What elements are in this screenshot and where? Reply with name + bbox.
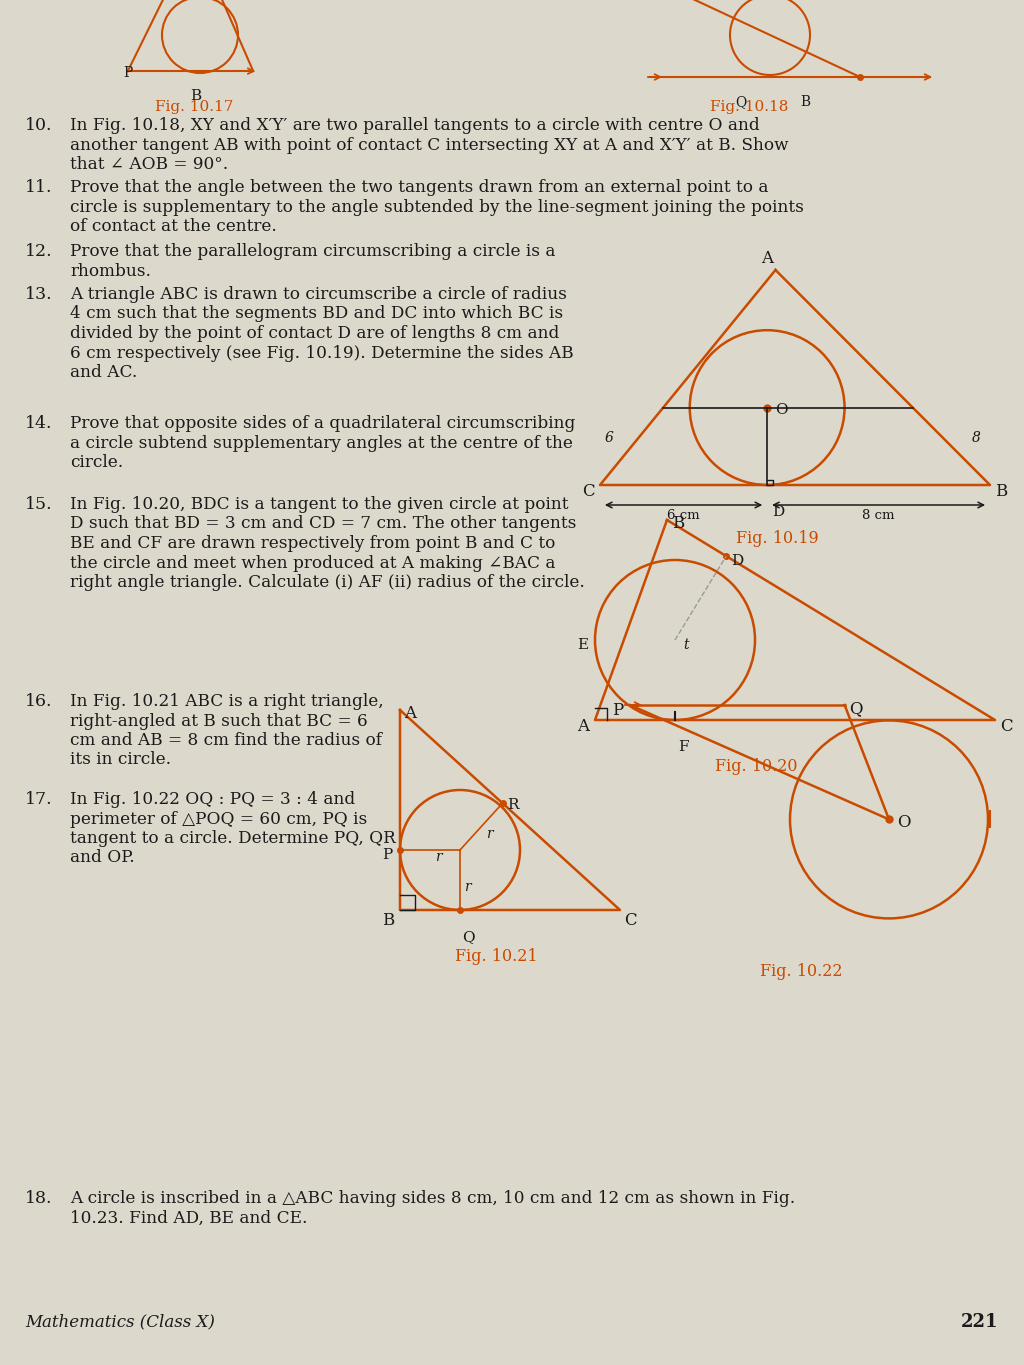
Text: In Fig. 10.18, XY and X′Y′ are two parallel tangents to a circle with centre O a: In Fig. 10.18, XY and X′Y′ are two paral…: [70, 117, 760, 134]
Text: Q: Q: [462, 930, 475, 945]
Text: D: D: [731, 554, 743, 568]
Text: r: r: [435, 850, 441, 864]
Text: 16.: 16.: [25, 693, 52, 710]
Text: a circle subtend supplementary angles at the centre of the: a circle subtend supplementary angles at…: [70, 434, 572, 452]
Text: BE and CF are drawn respectively from point B and C to: BE and CF are drawn respectively from po…: [70, 535, 555, 551]
Text: C: C: [1000, 718, 1013, 734]
Text: t: t: [683, 637, 688, 652]
Text: Prove that opposite sides of a quadrilateral circumscribing: Prove that opposite sides of a quadrilat…: [70, 415, 575, 431]
Text: P: P: [123, 66, 132, 81]
Text: 15.: 15.: [25, 495, 52, 513]
Text: 10.: 10.: [25, 117, 52, 134]
Text: A: A: [404, 704, 416, 722]
Text: Fig. 10.19: Fig. 10.19: [736, 530, 819, 547]
Text: R: R: [508, 799, 519, 812]
Text: C: C: [624, 912, 637, 930]
Text: E: E: [577, 637, 588, 652]
Text: divided by the point of contact D are of lengths 8 cm and: divided by the point of contact D are of…: [70, 325, 559, 343]
Text: Prove that the parallelogram circumscribing a circle is a: Prove that the parallelogram circumscrib…: [70, 243, 555, 259]
Text: A: A: [762, 250, 773, 268]
Text: that ∠ AOB = 90°.: that ∠ AOB = 90°.: [70, 156, 228, 173]
Text: 221: 221: [961, 1313, 998, 1331]
Text: D such that BD = 3 cm and CD = 7 cm. The other tangents: D such that BD = 3 cm and CD = 7 cm. The…: [70, 516, 577, 532]
Text: circle is supplementary to the angle subtended by the line-segment joining the p: circle is supplementary to the angle sub…: [70, 198, 804, 216]
Text: B: B: [190, 89, 201, 104]
Text: Prove that the angle between the two tangents drawn from an external point to a: Prove that the angle between the two tan…: [70, 179, 768, 197]
Text: 6 cm: 6 cm: [668, 509, 699, 521]
Text: right-angled at B such that BC = 6: right-angled at B such that BC = 6: [70, 713, 368, 729]
Text: B: B: [800, 96, 810, 109]
Text: and OP.: and OP.: [70, 849, 135, 867]
Text: In Fig. 10.21 ABC is a right triangle,: In Fig. 10.21 ABC is a right triangle,: [70, 693, 384, 710]
Text: right angle triangle. Calculate (i) AF (ii) radius of the circle.: right angle triangle. Calculate (i) AF (…: [70, 575, 585, 591]
Text: B: B: [995, 483, 1008, 500]
Text: 18.: 18.: [25, 1190, 52, 1207]
Text: Fig. 10.18: Fig. 10.18: [710, 100, 788, 115]
Text: and AC.: and AC.: [70, 364, 137, 381]
Text: Q: Q: [735, 96, 746, 109]
Text: 4 cm such that the segments BD and DC into which BC is: 4 cm such that the segments BD and DC in…: [70, 306, 563, 322]
Text: F: F: [678, 740, 688, 753]
Text: perimeter of △POQ = 60 cm, PQ is: perimeter of △POQ = 60 cm, PQ is: [70, 811, 368, 827]
Text: Fig. 10.21: Fig. 10.21: [455, 949, 538, 965]
Text: the circle and meet when produced at A making ∠BAC a: the circle and meet when produced at A m…: [70, 554, 555, 572]
Text: 8: 8: [972, 431, 981, 445]
Text: 12.: 12.: [25, 243, 52, 259]
Text: C: C: [582, 483, 595, 500]
Text: P: P: [612, 702, 624, 719]
Text: P: P: [382, 848, 392, 863]
Text: 6: 6: [605, 431, 613, 445]
Text: A triangle ABC is drawn to circumscribe a circle of radius: A triangle ABC is drawn to circumscribe …: [70, 287, 567, 303]
Text: 6 cm respectively (see Fig. 10.19). Determine the sides AB: 6 cm respectively (see Fig. 10.19). Dete…: [70, 344, 573, 362]
Text: of contact at the centre.: of contact at the centre.: [70, 218, 276, 235]
Text: Q: Q: [850, 700, 863, 717]
Text: A circle is inscribed in a △ABC having sides 8 cm, 10 cm and 12 cm as shown in F: A circle is inscribed in a △ABC having s…: [70, 1190, 796, 1207]
Text: 17.: 17.: [25, 790, 52, 808]
Text: r: r: [486, 827, 493, 841]
Text: In Fig. 10.20, BDC is a tangent to the given circle at point: In Fig. 10.20, BDC is a tangent to the g…: [70, 495, 568, 513]
Text: 8 cm: 8 cm: [862, 509, 895, 521]
Text: another tangent AB with point of contact C intersecting XY at A and X′Y′ at B. S: another tangent AB with point of contact…: [70, 136, 788, 153]
Text: tangent to a circle. Determine PQ, QR: tangent to a circle. Determine PQ, QR: [70, 830, 395, 848]
Text: D: D: [772, 505, 784, 519]
Text: r: r: [464, 880, 471, 894]
Text: O: O: [897, 815, 910, 831]
Text: its in circle.: its in circle.: [70, 752, 171, 768]
Text: cm and AB = 8 cm find the radius of: cm and AB = 8 cm find the radius of: [70, 732, 382, 749]
Text: B: B: [382, 912, 394, 930]
Text: O: O: [775, 403, 787, 416]
Text: circle.: circle.: [70, 455, 123, 471]
Text: rhombus.: rhombus.: [70, 262, 151, 280]
Text: Fig. 10.17: Fig. 10.17: [155, 100, 233, 115]
Text: In Fig. 10.22 OQ : PQ = 3 : 4 and: In Fig. 10.22 OQ : PQ = 3 : 4 and: [70, 790, 355, 808]
Text: 14.: 14.: [25, 415, 52, 431]
Text: 13.: 13.: [25, 287, 52, 303]
Text: 11.: 11.: [25, 179, 52, 197]
Text: 10.23. Find AD, BE and CE.: 10.23. Find AD, BE and CE.: [70, 1209, 307, 1227]
Text: Fig. 10.22: Fig. 10.22: [760, 962, 842, 980]
Text: Mathematics (Class X): Mathematics (Class X): [25, 1313, 215, 1330]
Text: A: A: [577, 718, 589, 734]
Text: B: B: [672, 515, 684, 532]
Text: Fig. 10.20: Fig. 10.20: [715, 758, 798, 775]
